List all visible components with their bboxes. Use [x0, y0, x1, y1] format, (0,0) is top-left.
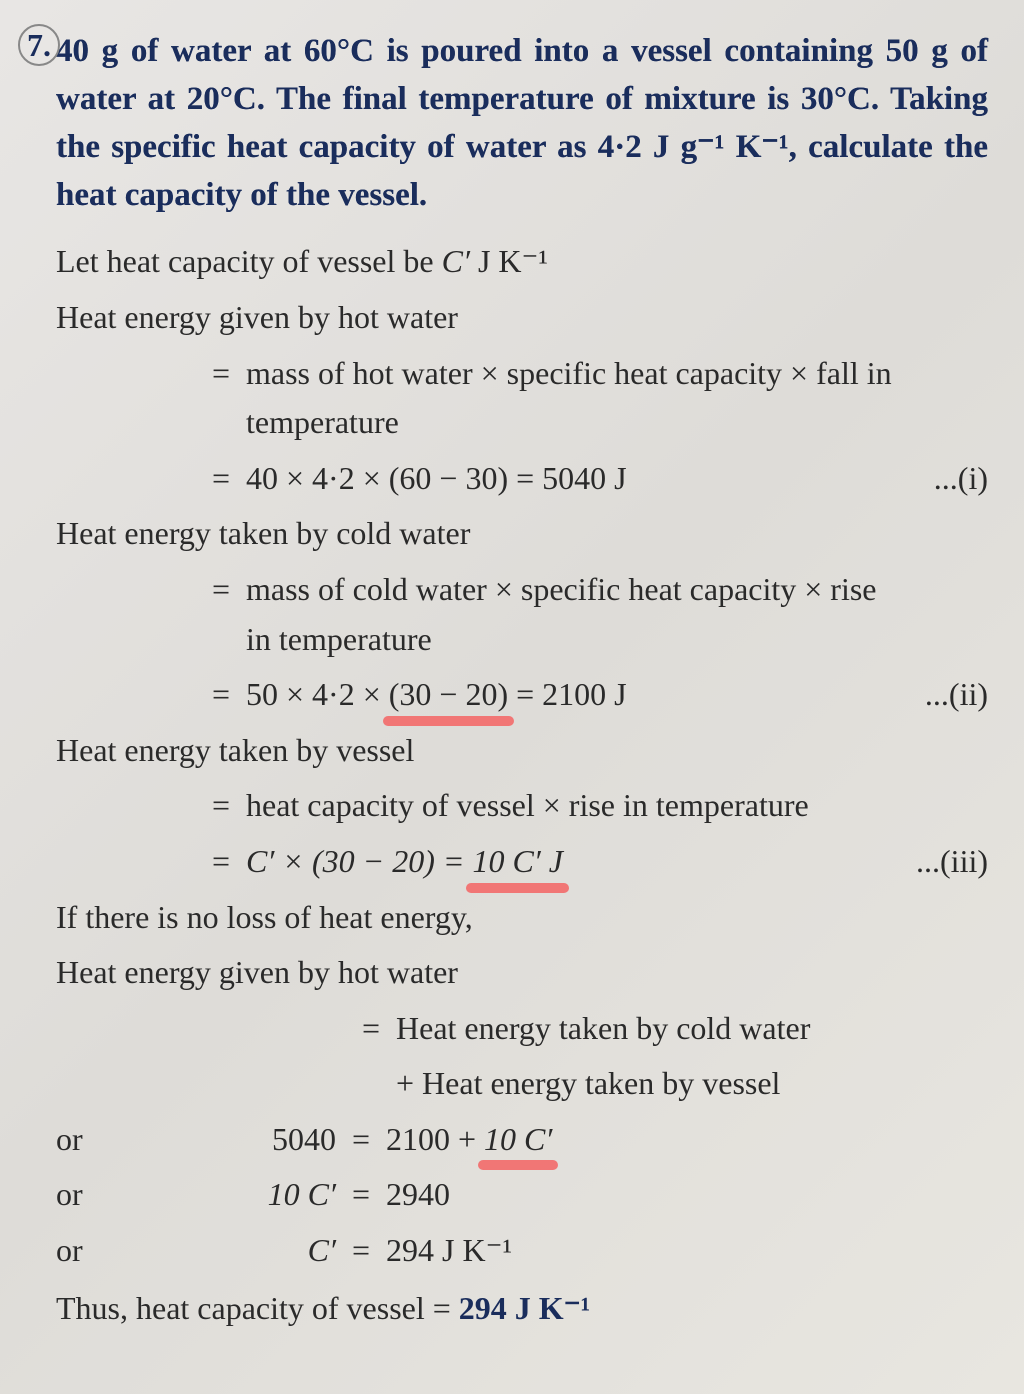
vessel-formula: heat capacity of vessel × rise in temper…	[246, 781, 908, 831]
vessel-heading: Heat energy taken by vessel	[56, 726, 988, 776]
conclusion: Thus, heat capacity of vessel = 294 J K⁻…	[56, 1284, 988, 1334]
eq-tag-1: ...(i)	[908, 454, 988, 504]
c-prime: C′	[442, 243, 470, 279]
or-label: or	[56, 1226, 136, 1276]
equals-sign: =	[336, 1170, 386, 1220]
equals-sign: =	[196, 670, 246, 720]
vessel-calc-pre: C′ × (30 − 20) =	[246, 843, 472, 879]
step2-lhs: 10 C′	[136, 1170, 336, 1220]
conclusion-text: Thus, heat capacity of vessel =	[56, 1290, 459, 1326]
eq-tag-2: ...(ii)	[908, 670, 988, 720]
conclusion-answer: 294 J K⁻¹	[459, 1290, 590, 1326]
cold-water-calc: 50 × 4·2 × (30 − 20) = 2100 J	[246, 670, 908, 720]
highlight-3: 10 C′	[484, 1115, 552, 1165]
hot-water-calc: 40 × 4·2 × (60 − 30) = 5040 J	[246, 454, 908, 504]
cold-water-formula: mass of cold water × specific heat capac…	[246, 565, 908, 664]
no-loss-line: If there is no loss of heat energy,	[56, 893, 988, 943]
balance-rhs-1: Heat energy taken by cold water	[396, 1004, 988, 1054]
highlight-1: (30 − 20)	[389, 670, 508, 720]
equals-sign: =	[196, 781, 246, 831]
step1-lhs: 5040	[136, 1115, 336, 1165]
step1-rhs: 2100 + 10 C′	[386, 1115, 988, 1165]
eq-tag-3: ...(iii)	[908, 837, 988, 887]
hot-water-heading: Heat energy given by hot water	[56, 293, 988, 343]
question-number: 7.	[18, 24, 60, 66]
equals-sign: =	[196, 565, 246, 615]
equals-sign: =	[196, 454, 246, 504]
step3-rhs: 294 J K⁻¹	[386, 1226, 988, 1276]
let-line: Let heat capacity of vessel be C′ J K⁻¹	[56, 237, 988, 287]
equals-sign: =	[196, 349, 246, 399]
cold-calc-post: = 2100 J	[508, 676, 627, 712]
balance-lhs: Heat energy given by hot water	[56, 948, 988, 998]
equals-sign: =	[196, 837, 246, 887]
question-text: 40 g of water at 60°C is poured into a v…	[56, 28, 988, 219]
step2-rhs: 2940	[386, 1170, 988, 1220]
step1-rhs-pre: 2100 +	[386, 1121, 484, 1157]
hot-water-formula: mass of hot water × specific heat capaci…	[246, 349, 908, 448]
equals-sign: =	[336, 1226, 386, 1276]
cold-water-heading: Heat energy taken by cold water	[56, 509, 988, 559]
step3-lhs: C′	[136, 1226, 336, 1276]
or-label: or	[56, 1170, 136, 1220]
let-units: J K⁻¹	[470, 243, 548, 279]
cold-calc-pre: 50 × 4·2 ×	[246, 676, 389, 712]
equals-sign: =	[346, 1004, 396, 1054]
vessel-calc: C′ × (30 − 20) = 10 C′ J	[246, 837, 908, 887]
equals-sign: =	[336, 1115, 386, 1165]
let-text: Let heat capacity of vessel be	[56, 243, 442, 279]
balance-rhs-2: + Heat energy taken by vessel	[396, 1059, 988, 1109]
highlight-2: 10 C′ J	[472, 837, 563, 887]
or-label: or	[56, 1115, 136, 1165]
